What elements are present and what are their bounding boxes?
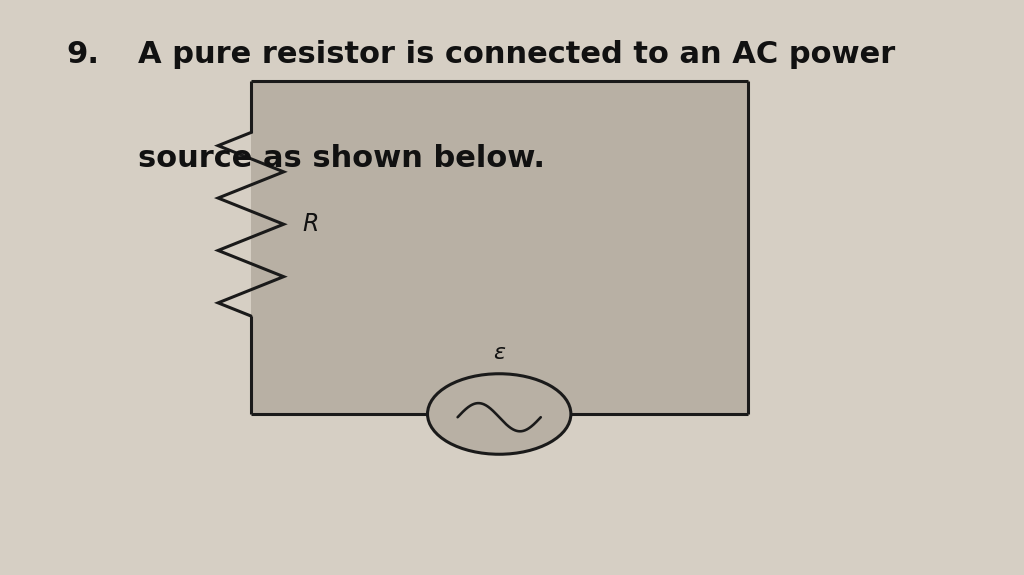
Text: ε: ε [494,343,505,363]
Text: R: R [302,212,318,236]
Text: A pure resistor is connected to an AC power: A pure resistor is connected to an AC po… [138,40,896,69]
Bar [251,81,748,414]
Text: source as shown below.: source as shown below. [138,144,545,172]
Circle shape [428,374,571,454]
Text: 9.: 9. [67,40,99,69]
